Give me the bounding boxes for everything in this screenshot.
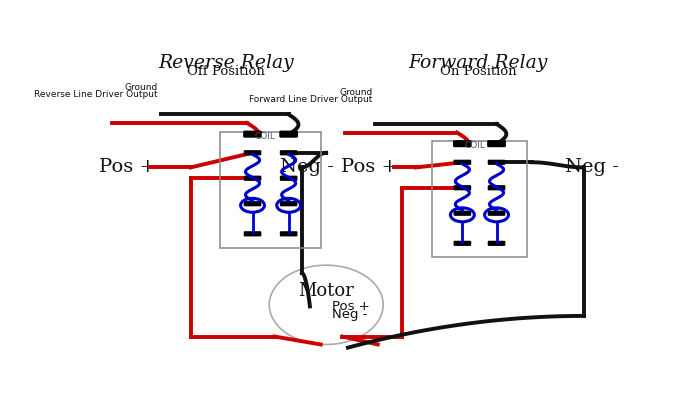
- FancyBboxPatch shape: [454, 186, 470, 190]
- FancyBboxPatch shape: [281, 176, 297, 180]
- Text: Ground: Ground: [339, 88, 372, 97]
- Text: Pos +: Pos +: [99, 158, 156, 176]
- FancyBboxPatch shape: [281, 151, 297, 154]
- Text: Forward Relay: Forward Relay: [408, 54, 548, 72]
- Text: Ground: Ground: [125, 83, 158, 92]
- Text: Reverse Relay: Reverse Relay: [158, 54, 294, 72]
- FancyBboxPatch shape: [489, 186, 505, 190]
- FancyBboxPatch shape: [488, 141, 505, 147]
- Text: Pos +: Pos +: [332, 300, 370, 313]
- FancyBboxPatch shape: [280, 131, 298, 137]
- FancyBboxPatch shape: [244, 151, 260, 154]
- Text: Reverse Line Driver Output: Reverse Line Driver Output: [34, 90, 158, 99]
- Text: Forward Line Driver Output: Forward Line Driver Output: [249, 95, 372, 104]
- FancyBboxPatch shape: [489, 241, 505, 245]
- FancyBboxPatch shape: [244, 176, 260, 180]
- Text: Neg -: Neg -: [280, 158, 334, 176]
- FancyBboxPatch shape: [244, 131, 261, 137]
- Bar: [432, 141, 527, 257]
- FancyBboxPatch shape: [454, 141, 471, 147]
- FancyBboxPatch shape: [454, 241, 470, 245]
- FancyBboxPatch shape: [489, 160, 505, 164]
- FancyBboxPatch shape: [281, 202, 297, 206]
- Text: On Position: On Position: [440, 66, 517, 78]
- Bar: [220, 132, 321, 248]
- FancyBboxPatch shape: [281, 232, 297, 236]
- Text: Neg -: Neg -: [565, 158, 619, 176]
- Text: Neg -: Neg -: [332, 308, 367, 321]
- FancyBboxPatch shape: [454, 211, 470, 215]
- Text: Pos +: Pos +: [342, 158, 398, 176]
- FancyBboxPatch shape: [244, 202, 260, 206]
- FancyBboxPatch shape: [454, 160, 470, 164]
- Text: COIL: COIL: [255, 131, 276, 140]
- Text: Off Position: Off Position: [187, 66, 265, 78]
- FancyBboxPatch shape: [489, 211, 505, 215]
- Text: Motor: Motor: [298, 281, 354, 300]
- FancyBboxPatch shape: [244, 232, 260, 236]
- Text: COIL: COIL: [465, 141, 485, 150]
